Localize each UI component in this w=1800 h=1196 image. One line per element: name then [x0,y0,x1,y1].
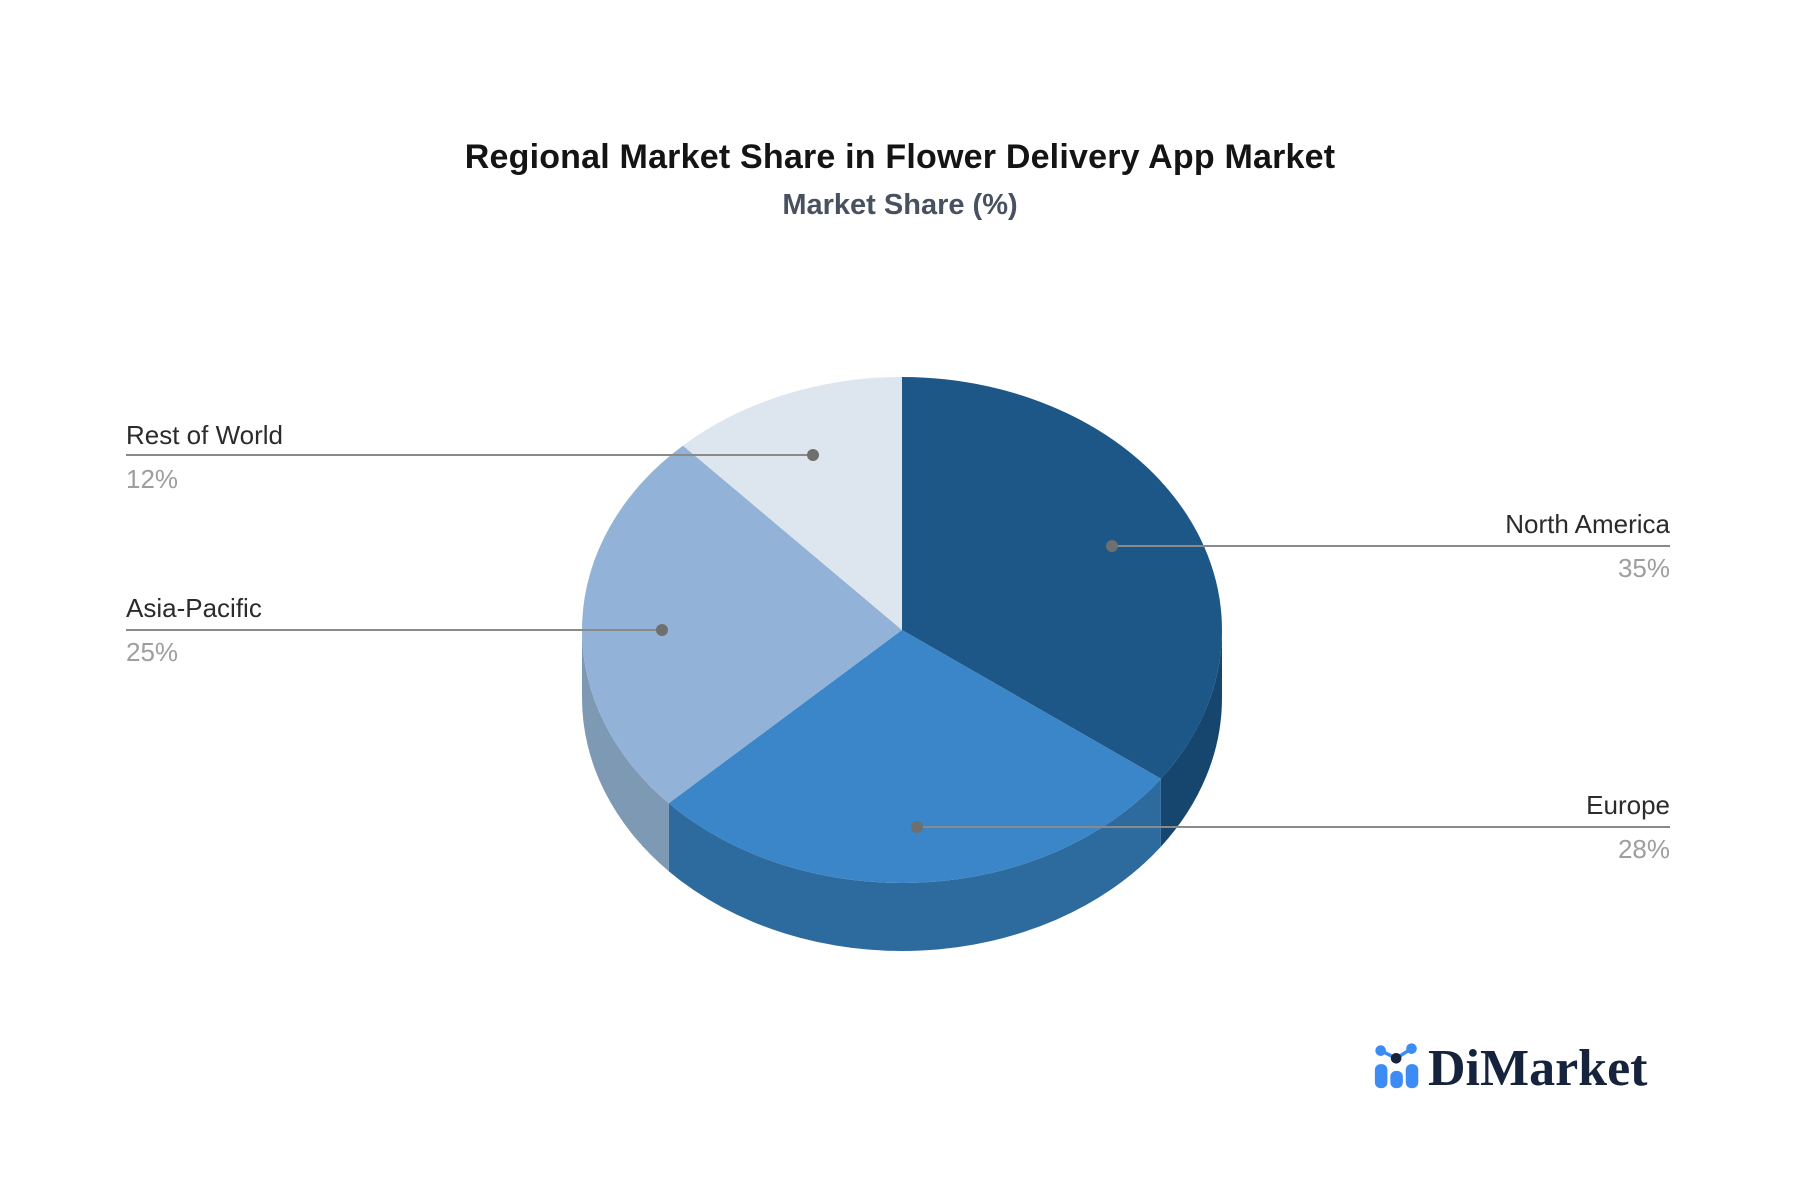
pie-slice-side-europe [668,778,1161,952]
callout-value-rest-of-world: 12% [126,464,179,494]
callout-label-rest-of-world: Rest of World [126,420,284,450]
pie-slice-europe[interactable] [668,630,1161,884]
callout-value-north-america: 35% [1617,553,1670,583]
bar-chart-logo-icon [1374,1043,1419,1089]
chart-subtitle: Market Share (%) [782,189,1018,221]
callout-dot-europe [911,821,923,833]
chart-title: Regional Market Share in Flower Delivery… [464,138,1336,176]
logo-bar-2 [1390,1070,1403,1089]
pie-slice-north-america[interactable] [902,377,1223,779]
pie-slice-side-asia-pacific [582,630,669,872]
brand-logo-text: DiMarket [1428,1040,1648,1097]
pie-slice-asia-pacific[interactable] [582,445,902,804]
callout-label-europe: Europe [1586,790,1670,820]
callout-label-asia-pacific: Asia-Pacific [126,593,262,623]
callout-dot-north-america [1106,540,1118,552]
callout-dot-asia-pacific [656,624,668,636]
brand-logo: DiMarket [1372,1038,1647,1098]
pie-slice-rest-of-world[interactable] [682,377,902,630]
logo-dot-3 [1406,1043,1417,1054]
pie-slice-side-north-america [1160,630,1222,847]
callout-value-asia-pacific: 25% [126,637,179,667]
callout-label-north-america: North America [1505,509,1670,539]
logo-dot-1 [1375,1045,1386,1056]
callout-dot-rest-of-world [807,449,819,461]
logo-bar-1 [1374,1064,1388,1089]
callout-value-europe: 28% [1617,834,1670,864]
logo-dot-2 [1390,1052,1402,1064]
logo-bar-3 [1405,1064,1419,1089]
